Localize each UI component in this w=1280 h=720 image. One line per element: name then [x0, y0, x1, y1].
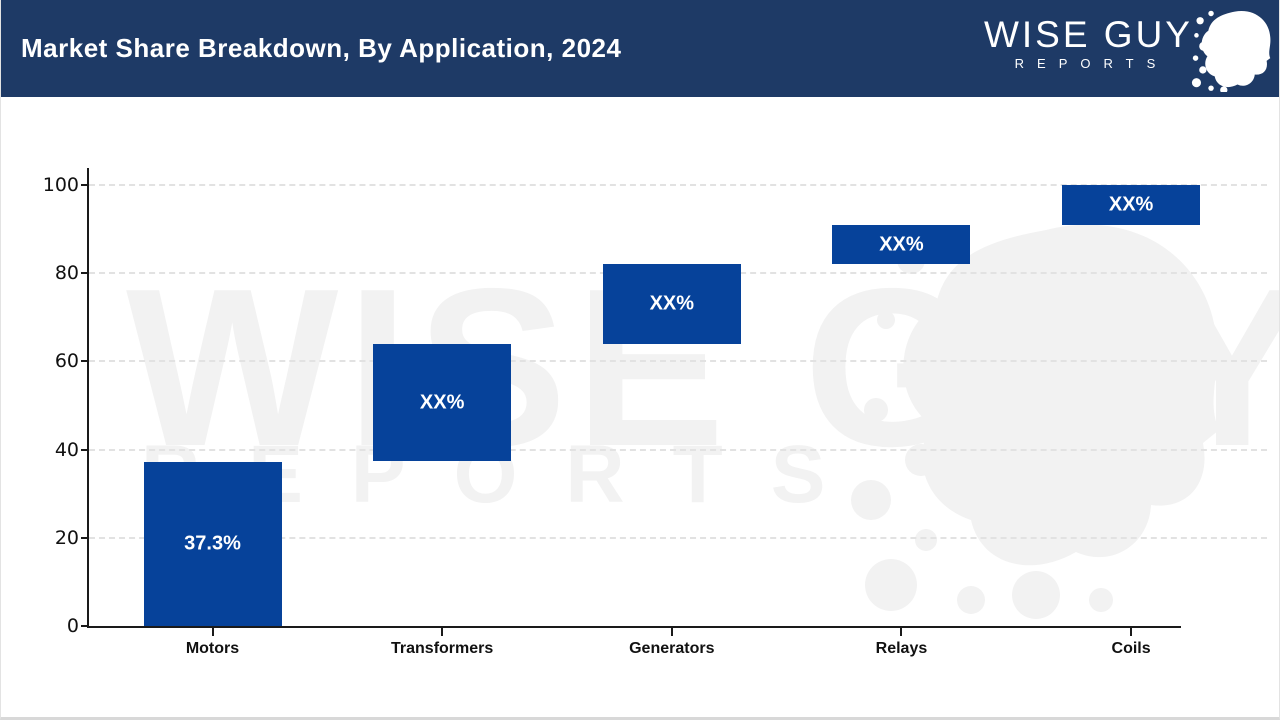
y-tick-mark [81, 360, 89, 363]
y-tick-mark [81, 184, 89, 186]
bar [602, 264, 741, 344]
bar [832, 224, 971, 265]
watermark-face-icon [851, 224, 1219, 619]
bar-value-label: XX% [1108, 193, 1154, 216]
x-tick-label: Transformers [391, 640, 494, 657]
brand-logo: WISE GUY REPORTS [983, 14, 1193, 72]
page-title: Market Share Breakdown, By Application, … [21, 33, 622, 63]
bar [143, 461, 282, 626]
bar [1062, 185, 1201, 225]
y-tick-mark [81, 448, 89, 451]
y-gridline [89, 536, 1267, 539]
y-tick-label: 40 [54, 438, 79, 461]
y-axis-line [87, 168, 89, 628]
bar-value-label: XX% [879, 233, 924, 256]
brand-name: WISE GUY [983, 14, 1193, 55]
y-gridline [89, 360, 1267, 363]
x-tick-mark [1130, 628, 1133, 636]
x-tick-mark [670, 628, 673, 636]
y-tick-mark [81, 536, 89, 539]
bar-value-label: XX% [419, 391, 465, 414]
y-tick-label: 60 [54, 350, 79, 373]
y-tick-label: 80 [54, 262, 79, 285]
x-tick-mark [441, 628, 444, 636]
x-tick-mark [900, 628, 903, 636]
bar-value-label: XX% [649, 292, 695, 315]
x-tick-label: Motors [185, 640, 240, 657]
bar-value-label: 37.3% [184, 532, 241, 555]
header: Market Share Breakdown, By Application, … [1, 0, 1279, 97]
y-tick-label: 0 [66, 615, 79, 637]
x-tick-label: Relays [875, 640, 928, 657]
x-axis-line [87, 626, 1181, 628]
x-tick-label: Coils [1111, 640, 1151, 657]
y-tick-label: 20 [54, 526, 79, 549]
brand-subname: REPORTS [1014, 56, 1169, 71]
logo-face-icon [1191, 10, 1271, 92]
bar [373, 343, 512, 462]
y-tick-mark [81, 625, 89, 627]
y-tick-label: 100 [42, 174, 79, 196]
y-gridline [89, 184, 1267, 186]
y-tick-mark [81, 272, 89, 275]
y-gridline [89, 448, 1267, 451]
x-tick-label: Generators [629, 640, 715, 657]
x-tick-mark [211, 628, 214, 636]
